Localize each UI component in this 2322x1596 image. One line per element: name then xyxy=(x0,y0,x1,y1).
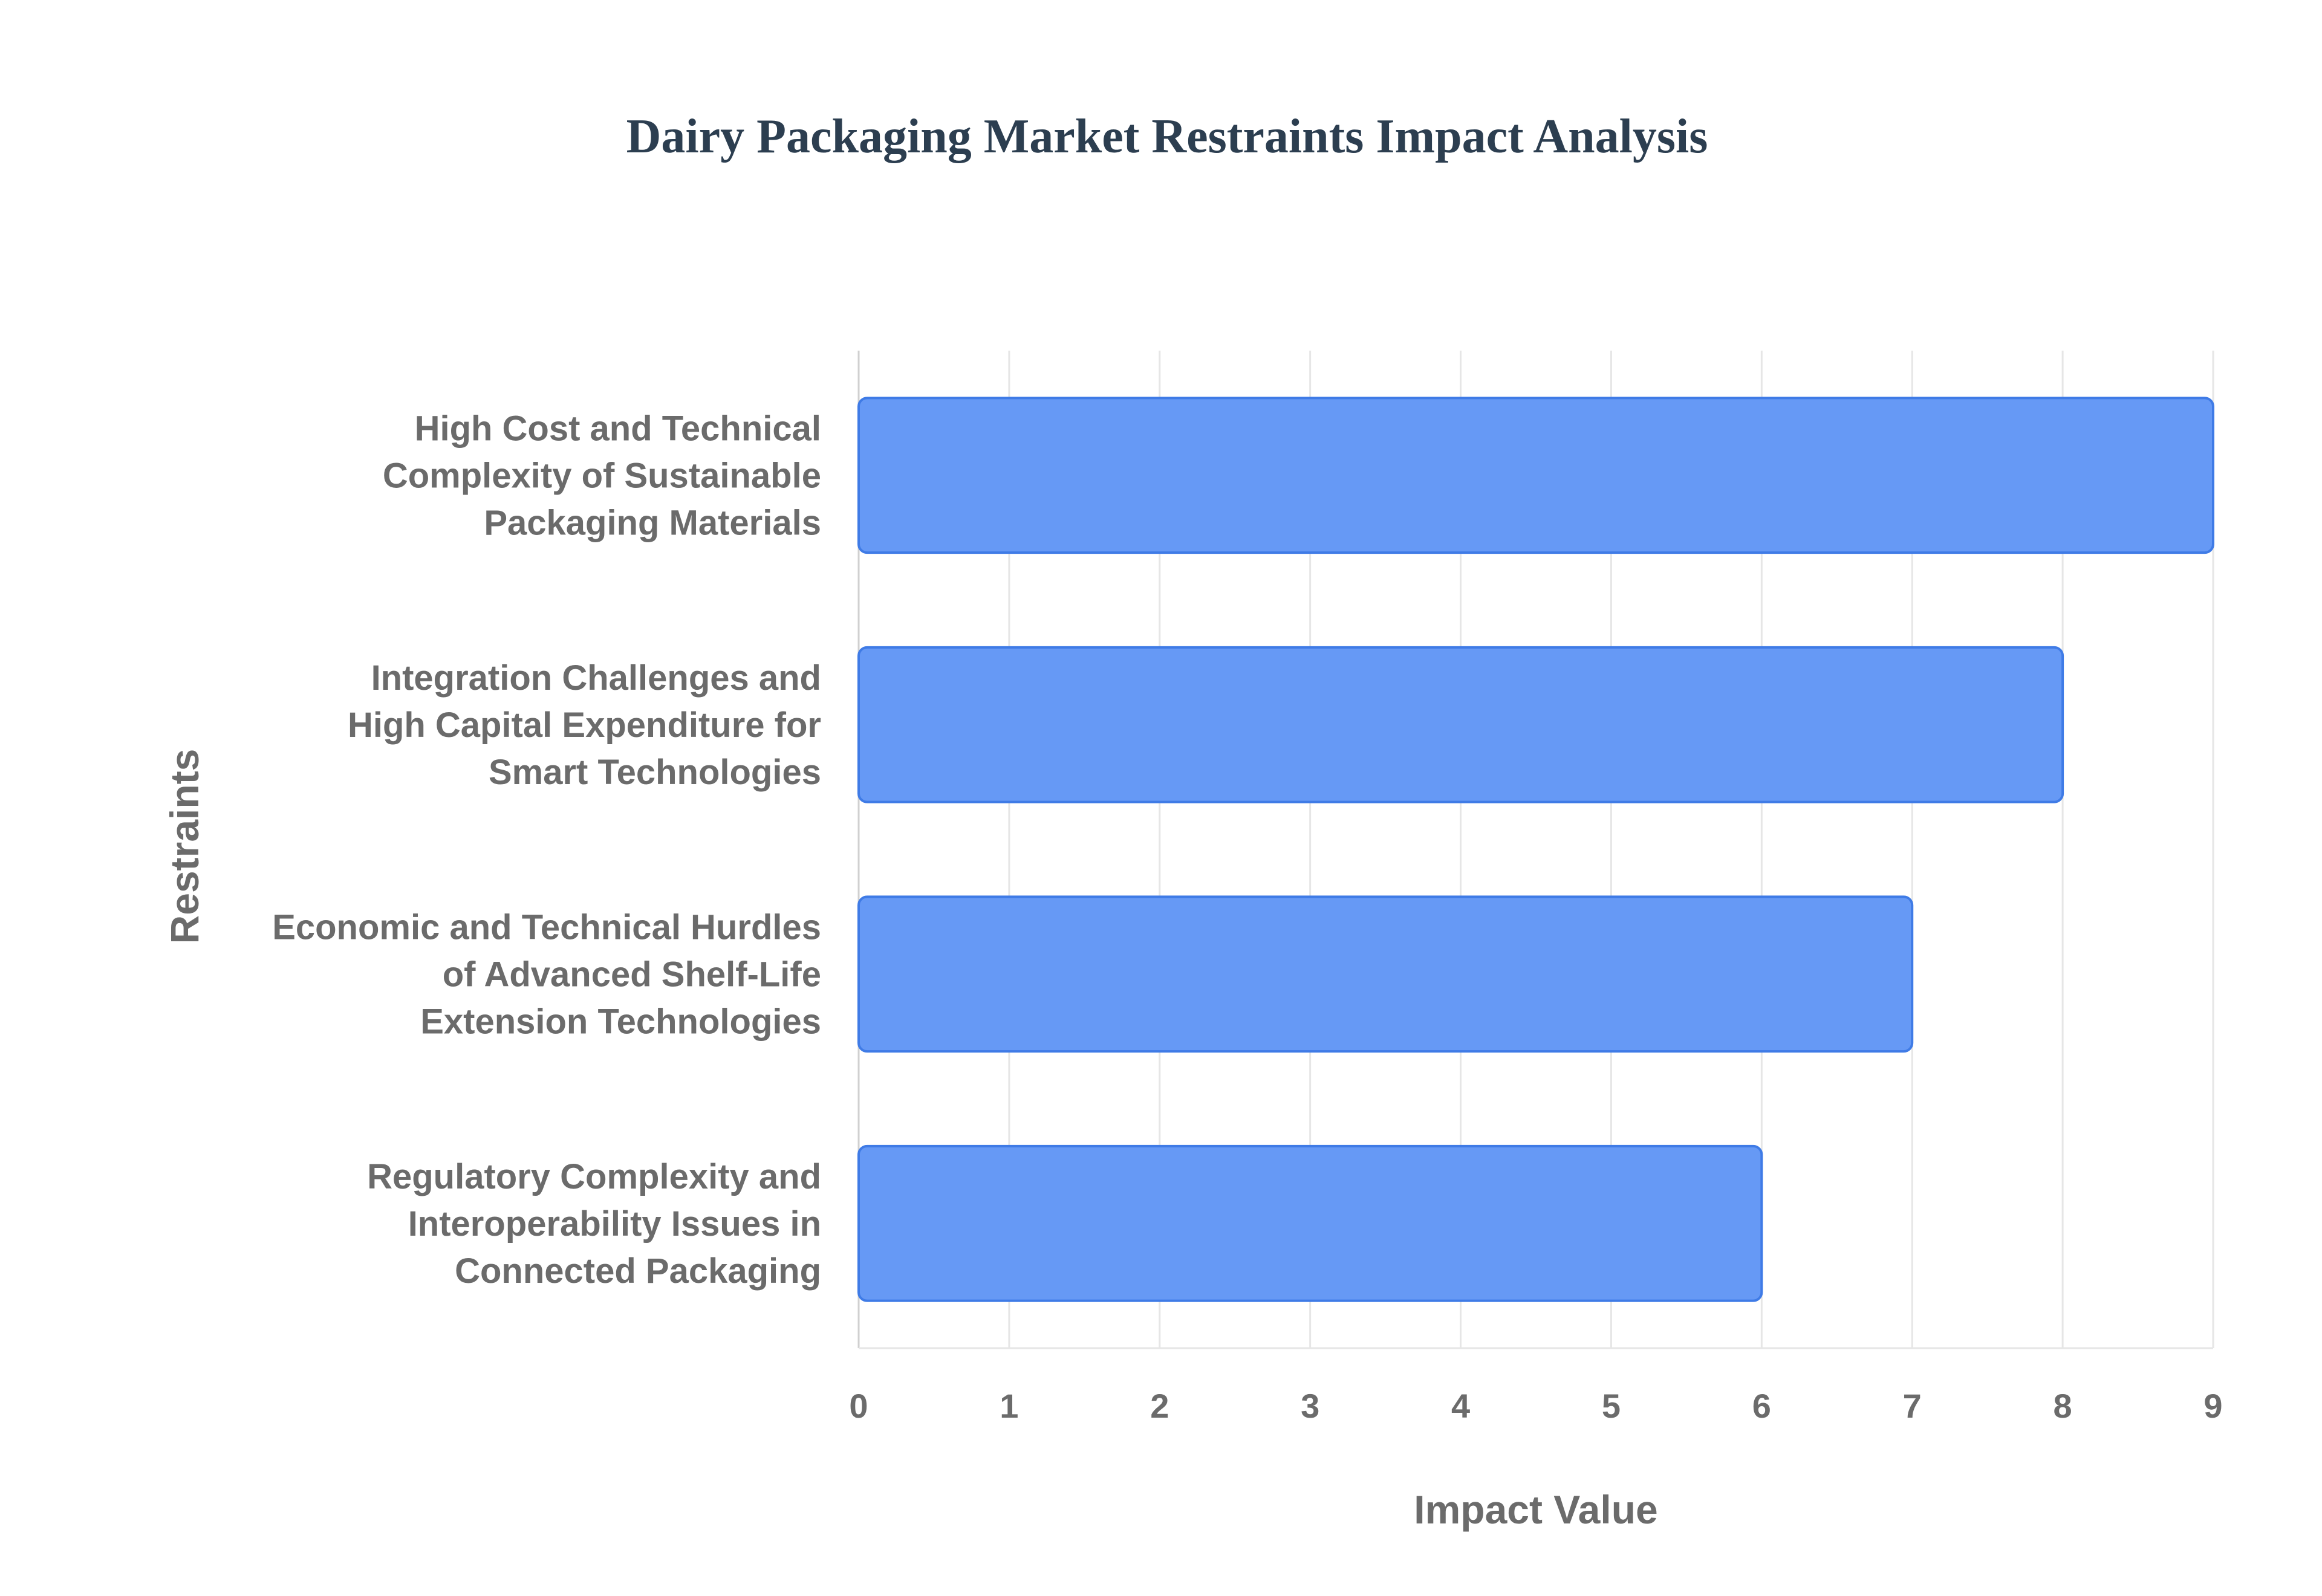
x-tick-label: 6 xyxy=(1752,1387,1771,1425)
bar xyxy=(857,895,1914,1053)
x-tick-label: 5 xyxy=(1602,1387,1621,1425)
y-category-label-line: of Advanced Shelf-Life xyxy=(443,955,821,994)
y-category-label-line: Interoperability Issues in xyxy=(408,1204,821,1244)
y-category-label-line: High Capital Expenditure for xyxy=(348,706,821,745)
bar xyxy=(857,397,2214,554)
y-category-label: High Cost and Technical Complexity of Sus… xyxy=(383,409,821,542)
y-category-label: Economic and Technical Hurdles of Advance… xyxy=(272,907,821,1041)
y-axis-title: Restraints xyxy=(162,749,207,944)
x-tick-label: 3 xyxy=(1301,1387,1319,1425)
x-tick-label: 8 xyxy=(2054,1387,2072,1425)
y-category-label: Integration Challenges and High Capital E… xyxy=(348,658,821,792)
x-axis-title: Impact Value xyxy=(1414,1487,1658,1532)
x-tick-label: 0 xyxy=(849,1387,868,1425)
bar xyxy=(857,646,2064,803)
y-category-label: Regulatory Complexity and Interoperabilit… xyxy=(367,1157,821,1291)
y-category-label-line: High Cost and Technical xyxy=(415,409,821,448)
x-axis-ticks: 0 1 2 3 4 5 6 7 8 9 xyxy=(849,1387,2222,1425)
y-category-label-line: Connected Packaging xyxy=(455,1251,821,1291)
x-tick-label: 7 xyxy=(1903,1387,1922,1425)
bar xyxy=(857,1144,1763,1302)
y-category-label-line: Packaging Materials xyxy=(484,503,821,542)
y-axis-category-labels: High Cost and Technical Complexity of Sus… xyxy=(272,409,821,1291)
y-category-label-line: Smart Technologies xyxy=(489,753,821,792)
x-tick-label: 4 xyxy=(1451,1387,1470,1425)
x-tick-label: 2 xyxy=(1150,1387,1169,1425)
y-category-label-line: Complexity of Sustainable xyxy=(383,456,821,495)
y-category-label-line: Extension Technologies xyxy=(420,1002,821,1041)
y-category-label-line: Integration Challenges and xyxy=(371,658,821,698)
y-category-label-line: Economic and Technical Hurdles xyxy=(272,907,821,947)
y-category-label-line: Regulatory Complexity and xyxy=(367,1157,821,1196)
bars xyxy=(857,397,2214,1302)
chart-title: Dairy Packaging Market Restraints Impact… xyxy=(626,110,1708,163)
x-tick-label: 9 xyxy=(2203,1387,2222,1425)
x-tick-label: 1 xyxy=(1000,1387,1018,1425)
